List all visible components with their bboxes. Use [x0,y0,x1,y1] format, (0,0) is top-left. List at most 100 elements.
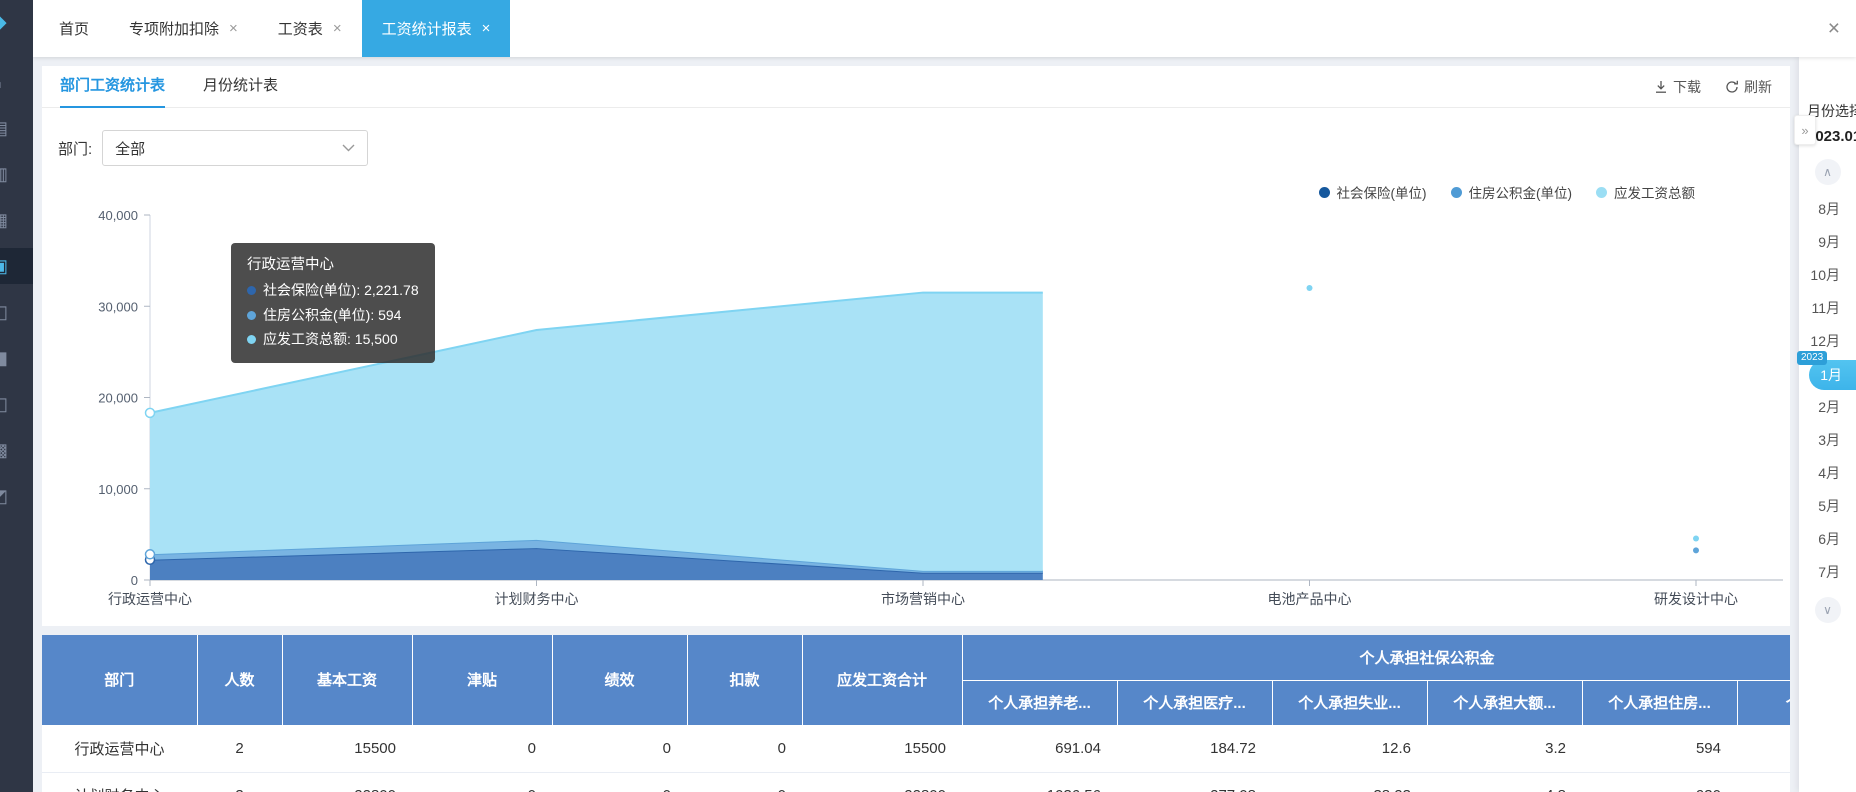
month-item-4月[interactable]: 4月 [1799,457,1856,490]
column-header-绩效[interactable]: 绩效 [552,635,688,726]
department-select[interactable]: 全部 [102,130,369,166]
month-item-5月[interactable]: 5月 [1799,490,1856,523]
column-header-扣款[interactable]: 扣款 [687,635,803,726]
cell-value: 691.04 [962,725,1117,773]
tab-label: 首页 [59,21,90,38]
download-button[interactable]: 下载 [1654,77,1701,97]
cell-value: 594 [1582,725,1737,773]
scroll-up-button[interactable]: ∧ [1814,159,1841,185]
sidebar-item-print[interactable]: ◫ [0,386,33,422]
cell-value: 277.08 [1117,772,1272,792]
department-filter-label: 部门: [58,140,93,158]
refresh-button[interactable]: 刷新 [1725,77,1772,97]
month-item-12月[interactable]: 12月 [1799,325,1856,358]
month-item-8月[interactable]: 8月 [1799,193,1856,226]
legend-item-应发工资总额[interactable]: 应发工资总额 [1596,182,1695,202]
month-item-1月[interactable]: 2023 1月 [1797,351,1856,390]
legend-label: 住房公积金(单位) [1468,186,1573,201]
y-tick-label: 30,000 [98,299,138,314]
month-label: 12月 [1810,333,1840,349]
cell-value: 2 [197,725,282,773]
x-category-label: 行政运营中心 [108,591,192,607]
sidebar-item-report[interactable]: ▦ [0,202,33,238]
salary-table-card: 部门 人数 基本工资 津贴 绩效 扣款 应发工资合计 个人承担社保公积金 个人承担养老... 个人… [42,635,1790,792]
line-2 [149,291,1043,414]
report-tab-月份统计表[interactable]: 月份统计表 [203,76,279,94]
month-item-2月[interactable]: 2月 [1799,391,1856,424]
month-item-6月[interactable]: 6月 [1799,523,1856,556]
column-header-部门[interactable]: 部门 [42,635,198,726]
month-label: 10月 [1810,267,1840,283]
month-item-11月[interactable]: 11月 [1799,292,1856,325]
user-icon: ◩ [0,478,8,514]
cell-department: 计划财务中心 [42,772,197,792]
sidebar-item-salary[interactable]: ▣ [0,248,33,284]
cell-value: 930 [1582,772,1737,792]
refresh-label: 刷新 [1744,78,1772,95]
department-select-value: 全部 [115,140,146,158]
legend-item-社会保险(单位)[interactable]: 社会保险(单位) [1318,182,1427,202]
area-1 [150,539,1043,573]
sub-column-header[interactable]: 个人承担养老... [962,680,1118,726]
legend-dot [1450,186,1462,198]
home-icon: ⌂ [0,64,2,100]
cell-value: 1036.56 [962,772,1117,792]
sub-column-header[interactable]: 个人承担失业... [1272,680,1428,726]
help-icon: ▩ [0,432,8,468]
cell-value: 38.23 [1272,772,1427,792]
tab-工资表[interactable]: 工资表 × [258,0,362,57]
month-item-3月[interactable]: 3月 [1799,424,1856,457]
sidebar-item-help[interactable]: ▩ [0,432,33,468]
salary-area-chart[interactable]: 0 10,000 20,000 30,000 40,000 行政运营中心 计划财务中心 市场营… [48,206,1788,618]
collapse-panel-button[interactable]: » [1794,115,1816,145]
close-icon[interactable]: × [1827,17,1840,40]
tab-label: 专项附加扣除 [129,21,220,38]
month-label: 6月 [1818,531,1840,547]
tab-专项附加扣除[interactable]: 专项附加扣除 × [109,0,258,57]
sidebar-item-user[interactable]: ◩ [0,478,33,514]
month-item-7月[interactable]: 7月 [1799,556,1856,589]
cell-value: 0 [412,725,552,773]
legend-item-住房公积金(单位)[interactable]: 住房公积金(单位) [1450,182,1573,202]
y-tick-label: 10,000 [98,482,138,497]
cell-value [1737,725,1790,773]
column-header-基本工资[interactable]: 基本工资 [282,635,413,726]
sidebar-item-settings[interactable]: ◨ [0,340,33,376]
sub-column-header[interactable]: 个人承担医疗... [1117,680,1273,726]
month-item-9月[interactable]: 9月 [1799,226,1856,259]
cell-value [1737,772,1790,792]
sidebar-item-voucher[interactable]: ▥ [0,156,33,192]
print-icon: ◫ [0,386,8,422]
sidebar-item-checkout[interactable]: ◧ [0,294,33,330]
column-header-应发工资合计[interactable]: 应发工资合计 [802,635,963,726]
sub-column-header[interactable]: 个人承... [1737,680,1790,726]
column-header-人数[interactable]: 人数 [197,635,283,726]
y-tick-label: 0 [131,573,138,588]
month-item-10月[interactable]: 10月 [1799,259,1856,292]
cell-value: 15500 [802,725,962,773]
chevron-down-icon [342,144,355,152]
report-tabs-list: 部门工资统计表 月份统计表 [60,66,316,108]
month-label: 3月 [1818,432,1840,448]
department-salary-table: 部门 人数 基本工资 津贴 绩效 扣款 应发工资合计 个人承担社保公积金 个人承担养老... 个人… [42,635,1790,792]
scroll-down-button[interactable]: ∨ [1814,597,1841,623]
table-row[interactable]: 行政运营中心 2 15500 0 0 0 15500 691.04 184.72 12.6 3.2 5… [42,725,1790,773]
tab-close-icon[interactable]: × [332,20,342,37]
legend-dot [1596,186,1607,198]
sidebar-item-home[interactable]: ⌂ [0,64,33,100]
sub-column-header[interactable]: 个人承担住房... [1582,680,1738,726]
sub-column-header[interactable]: 个人承担大额... [1427,680,1583,726]
tab-工资统计报表[interactable]: 工资统计报表 × [361,0,511,57]
download-icon [1656,80,1666,93]
sidebar-item-invoice[interactable]: ▤ [0,110,33,146]
tab-close-icon[interactable]: × [229,20,238,37]
chart-card: 部门工资统计表 月份统计表 下载 刷新 部门: 全部 [42,66,1790,626]
tab-close-icon[interactable]: × [481,20,491,37]
table-row[interactable]: 计划财务中心322800000228001036.56277.0838.234.… [42,772,1790,792]
column-header-津贴[interactable]: 津贴 [412,635,553,726]
month-panel-title: 月份选择 [1807,103,1856,119]
month-label: 2月 [1818,399,1840,415]
area-2 [150,292,1043,571]
report-tab-部门工资统计表[interactable]: 部门工资统计表 [60,66,166,108]
tab-首页[interactable]: 首页 [39,0,109,57]
